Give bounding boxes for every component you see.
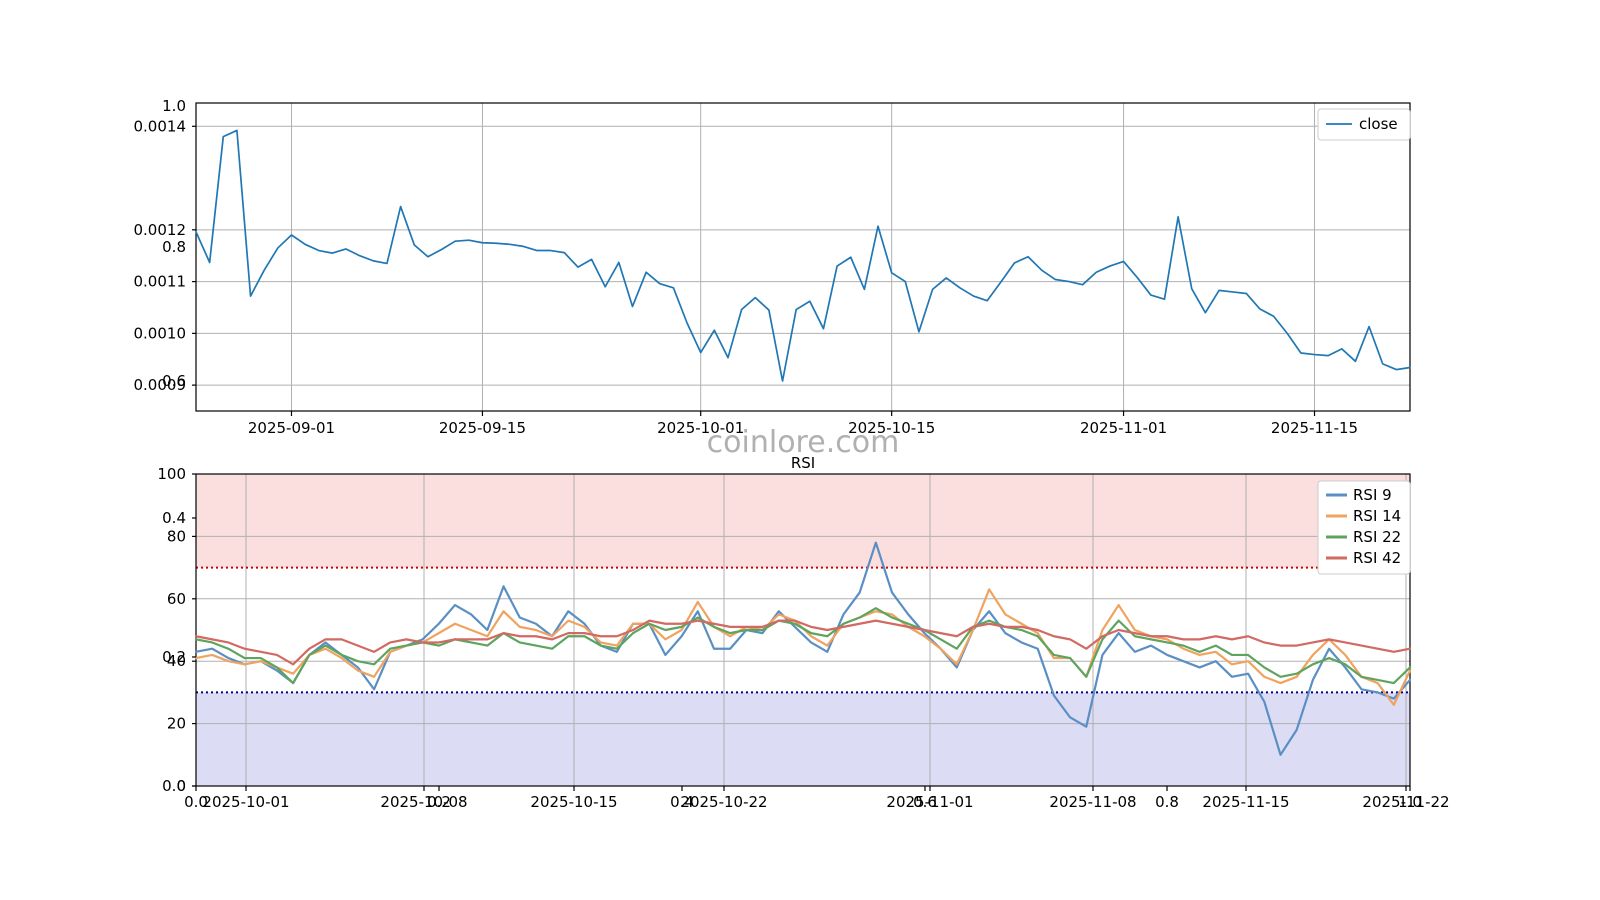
rsi-legend-label-RSI-9: RSI 9 [1353,486,1392,504]
rsi-legend-box [1317,480,1411,575]
price-series-close [195,129,1411,382]
price-legend-label-close: close [1359,115,1398,133]
price-xtick-label: 2025-11-01 [1080,419,1167,437]
rsi-xtick-label: 2025-11-15 [1202,793,1289,811]
price-ytick-label: 0.0012 [134,221,187,239]
price-plot-frame [195,102,1411,412]
rsi-band-1 [196,692,1410,786]
rsi-secondary-ytick-label: 0.2 [162,648,186,666]
rsi-xtick-label: 2025-11-22 [1362,793,1449,811]
price-xtick-label: 2025-09-01 [248,419,335,437]
rsi-band-0 [196,474,1410,568]
rsi-secondary-xtick-label: 0.4 [670,793,694,811]
price-xtick-label: 2025-10-01 [657,419,744,437]
rsi-secondary-xtick-label: 1.0 [1398,793,1422,811]
rsi-series-RSI-42 [194,619,1412,666]
rsi-ytick-label: 80 [167,527,186,545]
watermark-text: coinlore.com [707,425,900,460]
price-panel: 0.0009 0.0010 0.0011 0.0012 0.0014 1.0 0.8 0.6 2… [134,97,1411,437]
price-xtick-label: 2025-10-15 [848,419,935,437]
rsi-legend-label-RSI-14: RSI 14 [1353,507,1401,525]
rsi-xtick-label: 2025-10-01 [202,793,289,811]
price-legend[interactable]: close [1317,108,1411,141]
rsi-ytick-label: 40 [167,652,186,670]
rsi-legend-label-RSI-42: RSI 42 [1353,549,1401,567]
rsi-legend[interactable]: RSI 9 RSI 14 RSI 22 RSI 42 [1317,480,1411,575]
price-secondary-ytick-label: 1.0 [162,97,186,115]
price-xtick-label: 2025-09-15 [439,419,526,437]
price-legend-box [1317,108,1411,141]
rsi-secondary-xtick-label: 0.6 [913,793,937,811]
rsi-secondary-xtick-label: 0.2 [427,793,451,811]
rsi-xtick-label: 2025-11-01 [886,793,973,811]
rsi-ytick-label: 0 [176,777,186,795]
rsi-xtick-label: 2025-10-08 [380,793,467,811]
price-secondary-ytick-label: 0.8 [162,238,186,256]
price-xtick-label: 2025-11-15 [1271,419,1358,437]
rsi-secondary-ytick-label: 0.0 [162,777,186,795]
price-secondary-ytick-label: 0.6 [162,372,186,390]
rsi-legend-label-RSI-22: RSI 22 [1353,528,1401,546]
rsi-secondary-ytick-label: 0.4 [162,509,186,527]
rsi-secondary-xtick-label: 0.0 [184,793,208,811]
price-ytick-label: 0.0011 [134,273,187,291]
rsi-ytick-label: 100 [157,465,186,483]
rsi-panel: 0 20 40 60 80 100 0.0 0.2 0.4 2025-10-01 2025-10-0… [157,465,1449,811]
rsi-ytick-label: 60 [167,590,186,608]
rsi-series-RSI-22 [194,607,1412,685]
price-plot-background [196,103,1410,411]
rsi-title: RSI [791,454,815,472]
price-ytick-label: 0.0009 [134,376,187,394]
price-ytick-label: 0.0014 [134,117,187,135]
rsi-xtick-label: 2025-10-22 [680,793,767,811]
rsi-secondary-xtick-label: 0.8 [1155,793,1179,811]
rsi-plot-frame [195,473,1411,787]
rsi-xtick-label: 2025-10-15 [530,793,617,811]
rsi-xtick-label: 2025-11-08 [1049,793,1136,811]
rsi-ytick-label: 20 [167,715,186,733]
price-ytick-label: 0.0010 [134,324,187,342]
